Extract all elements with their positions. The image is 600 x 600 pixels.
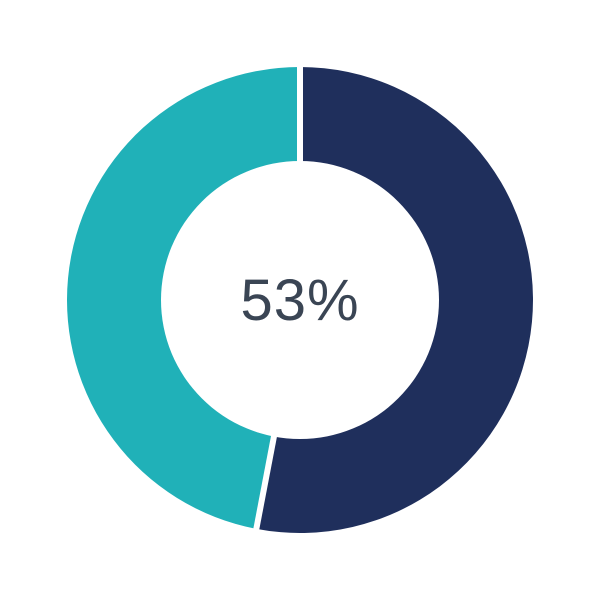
donut-hole — [161, 161, 439, 439]
